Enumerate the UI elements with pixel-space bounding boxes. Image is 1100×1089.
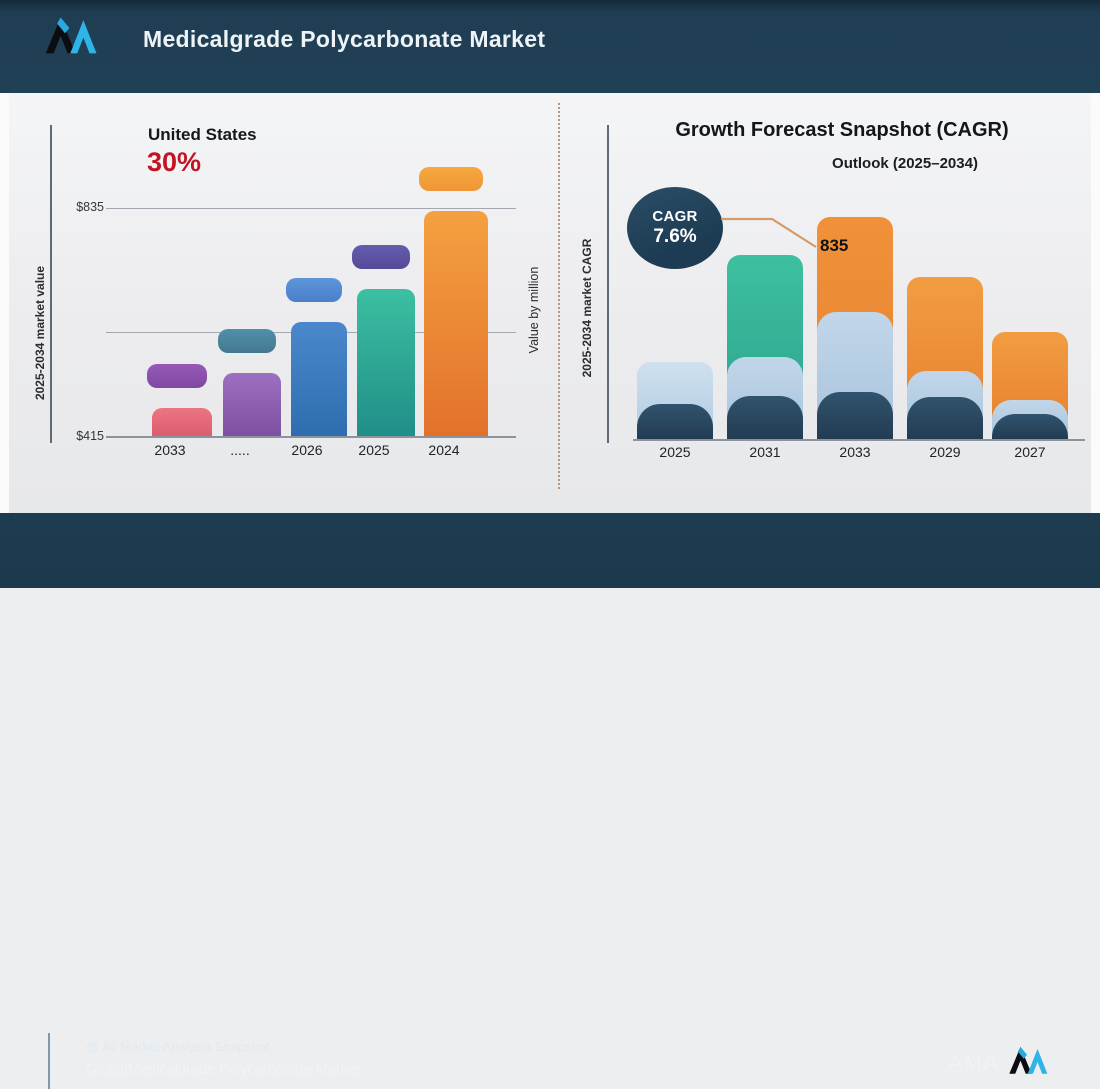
left-chart-x-axis bbox=[106, 436, 516, 438]
cagr-bubble: CAGR 7.6% bbox=[627, 187, 723, 269]
bar-2025-base bbox=[637, 404, 713, 439]
bar-data-label: 835 bbox=[820, 236, 849, 255]
left-chart-x-label: ..... bbox=[230, 442, 250, 458]
left-chart-label: United States bbox=[148, 125, 257, 144]
right-chart-x-label: 2025 bbox=[659, 444, 691, 460]
bar-2024 bbox=[424, 210, 488, 438]
right-chart-x-label: 2031 bbox=[749, 444, 781, 460]
right-chart-x-label: 2033 bbox=[839, 444, 871, 460]
footer-brand-text: AMA bbox=[948, 1050, 999, 1075]
left-chart-y-axis bbox=[50, 125, 52, 443]
left-chart-tick-label: $415 bbox=[76, 429, 104, 443]
bar-2031-base bbox=[727, 396, 803, 439]
left-edge-strip bbox=[0, 93, 9, 513]
left-chart-gridline bbox=[106, 208, 516, 209]
chart-divider bbox=[558, 103, 560, 489]
bar-cap-..... bbox=[218, 329, 276, 354]
right-chart-title: Growth Forecast Snapshot (CAGR) bbox=[675, 119, 1009, 141]
left-chart-tick-label: $835 bbox=[76, 200, 104, 214]
right-chart-x-label: 2027 bbox=[1014, 444, 1046, 460]
bar-2033 bbox=[152, 408, 212, 438]
footer-ama-logo-icon bbox=[1009, 1046, 1048, 1074]
left-chart-highlight-value: 30% bbox=[147, 147, 202, 177]
left-chart-x-label: 2026 bbox=[291, 442, 323, 458]
right-edge-strip bbox=[1091, 93, 1100, 513]
header: Medicalgrade Polycarbonate Market bbox=[0, 0, 1100, 93]
footer-line1: @ All Market Analysis Snapshot bbox=[86, 1039, 270, 1054]
bar-2027-base bbox=[992, 414, 1068, 439]
bar-2033-base bbox=[817, 392, 893, 439]
cagr-bubble-value: 7.6% bbox=[653, 226, 697, 247]
bar-2029-base bbox=[907, 397, 983, 439]
cagr-bubble-label: CAGR bbox=[652, 208, 698, 225]
left-chart-x-label: 2025 bbox=[358, 442, 390, 458]
left-chart-y-axis-label: 2025-2034 market value bbox=[33, 265, 47, 401]
page-title: Medicalgrade Polycarbonate Market bbox=[143, 26, 546, 52]
footer-divider-line bbox=[48, 1033, 50, 1089]
cagr-connector-line bbox=[721, 217, 817, 248]
right-chart-y-axis bbox=[607, 125, 609, 443]
right-chart-x-axis bbox=[633, 439, 1085, 441]
right-chart-subtitle: Outlook (2025–2034) bbox=[832, 155, 978, 172]
left-chart-right-axis-label: Value by million bbox=[527, 266, 541, 354]
bar-cap-2026 bbox=[286, 277, 342, 302]
bar-cap-2024 bbox=[419, 166, 483, 191]
bar-cap-2033 bbox=[147, 364, 207, 389]
footer: @ All Market Analysis Snapshot GlobalMed… bbox=[0, 513, 1100, 1089]
right-chart-x-label: 2029 bbox=[929, 444, 961, 460]
ama-logo-icon bbox=[45, 17, 97, 54]
bar-2025 bbox=[357, 288, 415, 438]
right-chart-y-axis-label: 2025-2034 market CAGR bbox=[580, 238, 594, 378]
left-chart-x-label: 2033 bbox=[154, 442, 186, 458]
footer-line2: GlobalMedicalgrade Polycarbonate Market bbox=[86, 1062, 361, 1078]
bar-2026 bbox=[291, 321, 347, 438]
bar-..... bbox=[223, 373, 281, 438]
left-chart-x-label: 2024 bbox=[428, 442, 460, 458]
bar-cap-2025 bbox=[352, 244, 410, 269]
